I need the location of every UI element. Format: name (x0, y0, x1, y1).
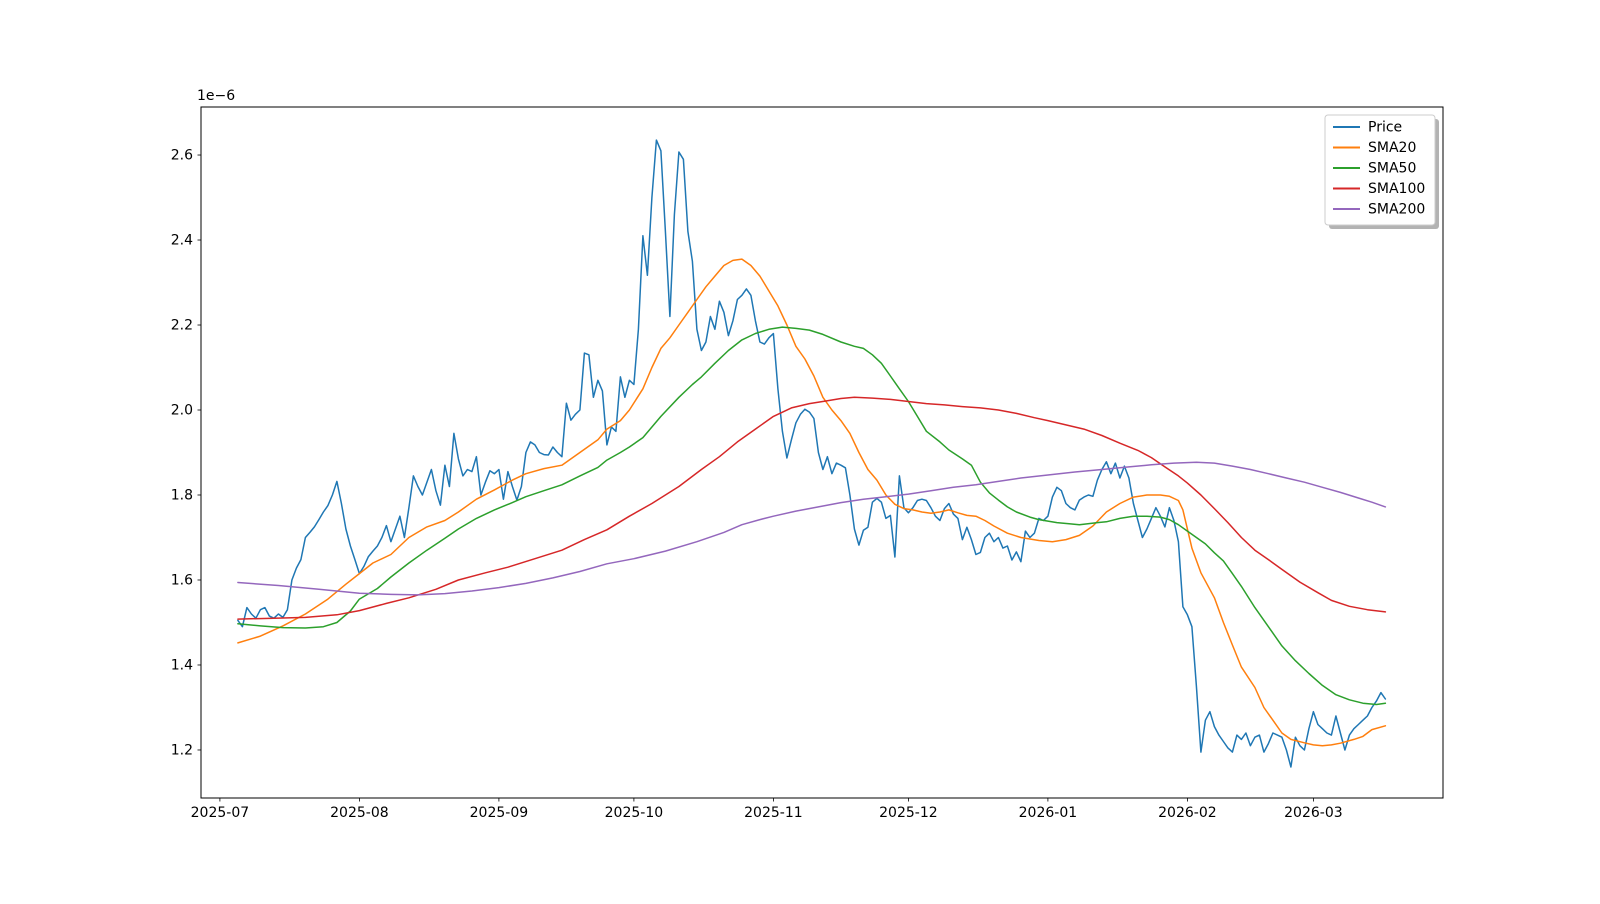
x-tick-label: 2025-08 (330, 805, 389, 821)
x-tick-label: 2025-12 (879, 805, 938, 821)
sma200-line (237, 461, 1387, 596)
x-tick-label: 2025-10 (605, 805, 664, 821)
y-tick-label: 2.4 (171, 233, 193, 249)
legend-label-price: Price (1368, 120, 1402, 136)
x-tick-label: 2026-02 (1158, 805, 1217, 821)
y-tick-label: 1.2 (171, 742, 193, 758)
sma50-line (237, 326, 1387, 706)
x-tick-label: 2026-01 (1019, 805, 1078, 821)
y-tick-label: 1.4 (171, 657, 193, 673)
y-tick-label: 2.0 (171, 403, 193, 419)
legend-label-sma50: SMA50 (1368, 161, 1416, 177)
sma20-line (237, 258, 1387, 747)
x-tick-label: 2025-09 (470, 805, 529, 821)
x-tick-label: 2025-11 (744, 805, 803, 821)
sma100-line (237, 396, 1387, 620)
y-tick-label: 1.8 (171, 487, 193, 503)
legend-label-sma200: SMA200 (1368, 202, 1425, 218)
legend-label-sma100: SMA100 (1368, 181, 1425, 197)
legend: Price SMA20 SMA50 SMA100 SMA200 (1324, 114, 1439, 229)
plot-border (200, 106, 1444, 799)
legend-box (1324, 114, 1436, 226)
price-line (237, 139, 1387, 768)
x-tick-label: 2025-07 (191, 805, 250, 821)
y-tick-label: 2.2 (171, 318, 193, 334)
y-tick-label: 2.6 (171, 148, 193, 164)
x-tick-label: 2026-03 (1284, 805, 1343, 821)
legend-label-sma20: SMA20 (1368, 140, 1416, 156)
y-axis-offset-label: 1e−6 (197, 88, 235, 104)
y-tick-label: 1.6 (171, 572, 193, 588)
